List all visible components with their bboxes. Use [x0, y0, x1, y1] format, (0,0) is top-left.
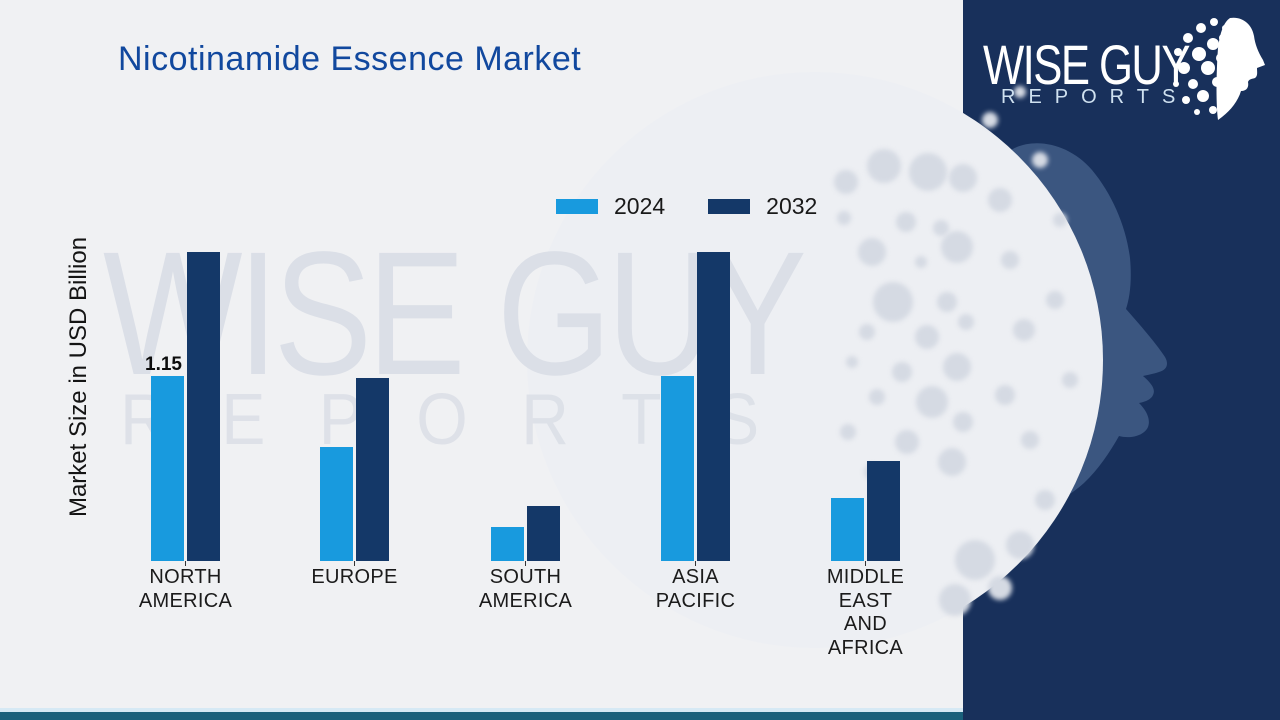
legend-swatch-2024	[556, 199, 598, 214]
watermark-reports: REPORTS	[120, 380, 813, 460]
decorative-dot	[909, 153, 947, 191]
decorative-dot	[1046, 291, 1064, 309]
decorative-dot	[955, 540, 995, 580]
bar-2032-north-america	[187, 252, 220, 561]
decorative-dot	[834, 170, 858, 194]
category-label-north-america: NORTH AMERICA	[138, 566, 233, 612]
decorative-dot	[982, 112, 998, 128]
decorative-dot	[915, 325, 939, 349]
decorative-dot	[915, 256, 927, 268]
legend-item-2024: 2024	[556, 193, 665, 220]
decorative-dot	[867, 149, 901, 183]
decorative-dot	[840, 424, 856, 440]
category-label-middle-east-and-africa: MIDDLE EAST AND AFRICA	[826, 566, 905, 659]
bar-2024-south-america	[491, 527, 524, 561]
bar-2024-north-america	[151, 376, 184, 561]
x-axis-tick	[353, 561, 356, 566]
decorative-dot	[1035, 490, 1055, 510]
decorative-dot	[988, 576, 1012, 600]
bottom-light-strip	[0, 708, 963, 712]
decorative-dot	[846, 356, 858, 368]
watermark-wordmark: WISE GUY	[103, 216, 807, 412]
legend-label: 2032	[766, 193, 818, 219]
bar-2032-middle-east-and-africa	[867, 461, 900, 561]
bar-2024-middle-east-and-africa	[831, 498, 864, 561]
legend-swatch-2032	[708, 199, 751, 214]
decorative-dot	[958, 314, 974, 330]
x-axis-tick	[524, 561, 527, 566]
decorative-dot	[933, 220, 949, 236]
category-label-south-america: SOUTH AMERICA	[478, 566, 573, 612]
brand-wordmark: WISE GUY	[983, 33, 1191, 96]
bar-value-label: 1.15	[145, 354, 182, 375]
decorative-dot	[995, 385, 1015, 405]
decorative-dot	[873, 282, 913, 322]
legend: 2024 2032	[556, 193, 817, 220]
decorative-dot	[988, 188, 1012, 212]
x-axis-tick	[694, 561, 697, 566]
decorative-dot	[1032, 152, 1048, 168]
x-axis-tick	[864, 561, 867, 566]
brand-reports-label: REPORTS	[1001, 86, 1189, 108]
decorative-dot	[949, 164, 977, 192]
decorative-dot	[1006, 531, 1034, 559]
decorative-dot	[896, 212, 916, 232]
decorative-dot	[953, 412, 973, 432]
decorative-dot	[837, 211, 851, 225]
decorative-dot	[938, 448, 966, 476]
decorative-dot	[943, 353, 971, 381]
decorative-dot	[1013, 319, 1035, 341]
decorative-dot	[1021, 431, 1039, 449]
bar-2024-europe	[320, 447, 353, 561]
decorative-dot	[1062, 372, 1078, 388]
decorative-dot	[892, 362, 912, 382]
chart-title: Nicotinamide Essence Market	[118, 40, 582, 78]
bar-2024-asia-pacific	[661, 376, 694, 561]
decorative-dot	[1053, 213, 1067, 227]
y-axis-label: Market Size in USD Billion	[65, 236, 92, 518]
decorative-dot	[895, 430, 919, 454]
bar-2032-south-america	[527, 506, 560, 561]
decorative-dot	[869, 389, 885, 405]
category-label-europe: EUROPE	[311, 566, 398, 588]
bar-2032-europe	[356, 378, 389, 561]
decorative-dot	[937, 292, 957, 312]
decorative-dot	[1001, 251, 1019, 269]
bottom-teal-strip	[0, 712, 963, 720]
decorative-dot	[1014, 86, 1026, 98]
category-label-asia-pacific: ASIA PACIFIC	[655, 566, 736, 612]
decorative-dot	[859, 324, 875, 340]
decorative-dot	[858, 238, 886, 266]
x-axis-tick	[184, 561, 187, 566]
brand-face-icon	[1173, 17, 1265, 121]
legend-item-2032: 2032	[708, 193, 817, 220]
decorative-dot	[916, 386, 948, 418]
decorative-dot	[939, 584, 971, 616]
bar-2032-asia-pacific	[697, 252, 730, 561]
legend-label: 2024	[614, 193, 666, 219]
decorative-dot	[941, 231, 973, 263]
